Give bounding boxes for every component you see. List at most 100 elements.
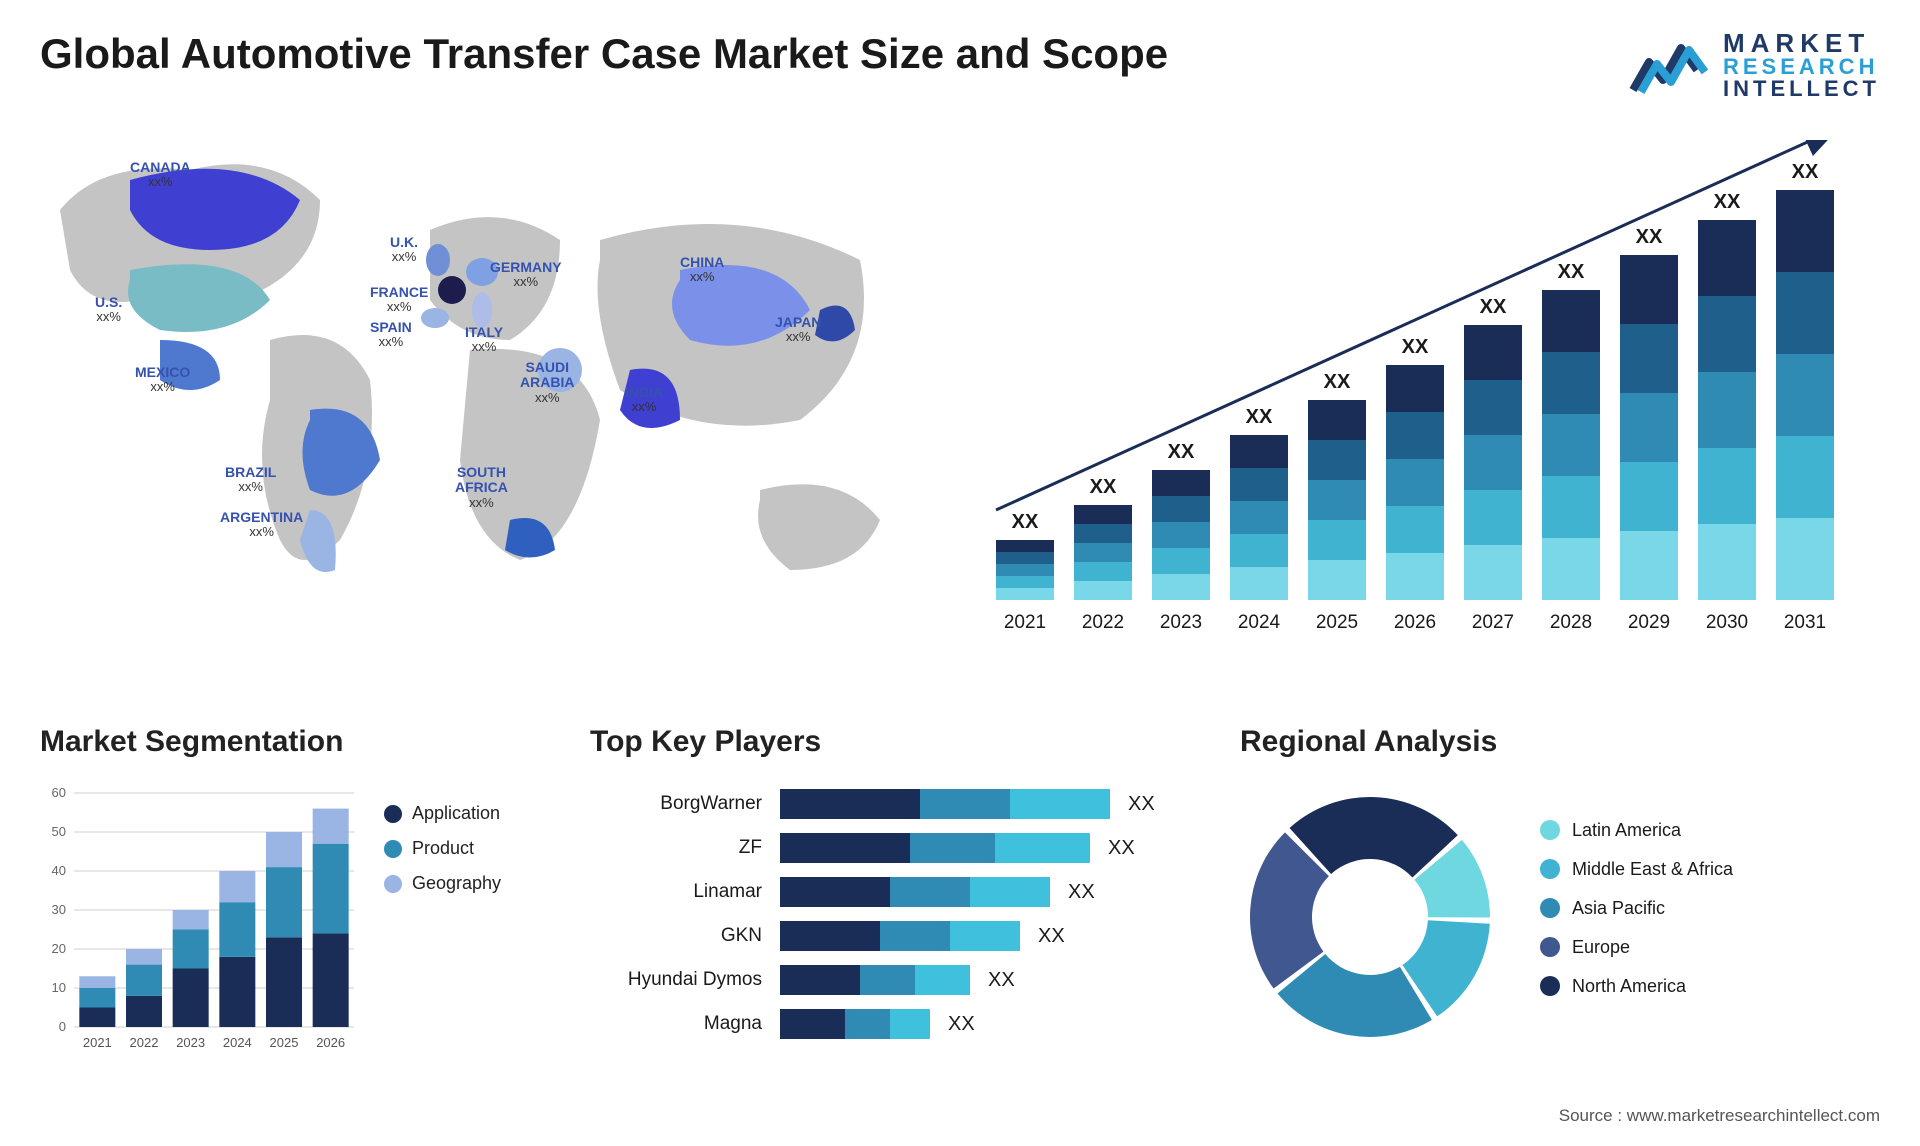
- kp-bar-seg: [780, 789, 920, 819]
- bigbar-year: 2030: [1706, 612, 1748, 633]
- kp-bar-seg: [995, 833, 1090, 863]
- kp-bar-seg: [780, 833, 910, 863]
- seg-year: 2023: [176, 1035, 205, 1050]
- kp-bar-seg: [970, 877, 1050, 907]
- bigbar-value: XX: [1324, 371, 1351, 393]
- bigbar-seg: [1620, 462, 1678, 531]
- bigbar-seg: [1776, 354, 1834, 436]
- segmentation-chart: 0102030405060202120222023202420252026: [40, 787, 360, 1057]
- kp-bar-seg: [890, 1009, 930, 1039]
- kp-label: GKN: [590, 925, 780, 947]
- seg-ytick: 10: [52, 980, 66, 995]
- bigbar-seg: [996, 552, 1054, 564]
- bigbar-year: 2029: [1628, 612, 1670, 633]
- seg-year: 2026: [316, 1035, 345, 1050]
- seg-ytick: 0: [59, 1019, 66, 1034]
- segmentation-legend: ApplicationProductGeography: [384, 803, 501, 908]
- logo-line2: RESEARCH: [1723, 56, 1880, 78]
- kp-bar-seg: [890, 877, 970, 907]
- bigbar-seg: [1542, 476, 1600, 538]
- seg-bar-seg: [173, 910, 209, 930]
- bigbar-value: XX: [1480, 296, 1507, 318]
- kp-bar: [780, 833, 1090, 863]
- bigbar-year: 2022: [1082, 612, 1124, 633]
- reg-legend-label: Asia Pacific: [1572, 898, 1665, 919]
- bigbar-seg: [1464, 435, 1522, 490]
- bigbar-seg: [1152, 574, 1210, 600]
- bigbar-seg: [996, 588, 1054, 600]
- kp-bar-seg: [915, 965, 970, 995]
- au-land: [758, 484, 880, 570]
- bigbar-seg: [1230, 435, 1288, 468]
- seg-ytick: 40: [52, 863, 66, 878]
- reg-legend-item: Europe: [1540, 937, 1733, 958]
- seg-ytick: 30: [52, 902, 66, 917]
- bigbar-year: 2024: [1238, 612, 1281, 633]
- bigbar-seg: [1230, 534, 1288, 567]
- reg-legend-item: Asia Pacific: [1540, 898, 1733, 919]
- seg-ytick: 50: [52, 824, 66, 839]
- kp-label: Hyundai Dymos: [590, 969, 780, 991]
- bigbar-value: XX: [1636, 226, 1663, 248]
- bigbar-seg: [1698, 220, 1756, 296]
- bigbar-year: 2025: [1316, 612, 1358, 633]
- bigbar-year: 2023: [1160, 612, 1202, 633]
- legend-dot-icon: [1540, 937, 1560, 957]
- legend-dot-icon: [384, 805, 402, 823]
- bigbar-value: XX: [1012, 511, 1039, 533]
- map-label-argentina: ARGENTINAxx%: [220, 510, 303, 540]
- bigbar-seg: [1230, 501, 1288, 534]
- seg-legend-item: Application: [384, 803, 501, 824]
- source-text: Source : www.marketresearchintellect.com: [1559, 1106, 1880, 1126]
- bigbar-seg: [1308, 440, 1366, 480]
- kp-value: XX: [1128, 793, 1155, 816]
- bigbar-seg: [1308, 400, 1366, 440]
- kp-row: LinamarXX: [590, 875, 1180, 909]
- kp-bar: [780, 921, 1020, 951]
- reg-legend-label: Latin America: [1572, 820, 1681, 841]
- bigbar-seg: [1386, 506, 1444, 553]
- regional-donut: [1240, 787, 1500, 1047]
- kp-bar-seg: [950, 921, 1020, 951]
- bigbar-seg: [1308, 560, 1366, 600]
- bigbar-seg: [1620, 393, 1678, 462]
- legend-dot-icon: [1540, 898, 1560, 918]
- seg-bar-seg: [313, 809, 349, 844]
- seg-bar-seg: [219, 871, 255, 902]
- seg-bar-seg: [126, 996, 162, 1027]
- bigbar-value: XX: [1792, 161, 1819, 183]
- seg-ytick: 60: [52, 787, 66, 800]
- logo: MARKET RESEARCH INTELLECT: [1629, 30, 1880, 100]
- kp-row: ZFXX: [590, 831, 1180, 865]
- map-label-china: CHINAxx%: [680, 255, 724, 285]
- bigbar-value: XX: [1402, 336, 1429, 358]
- bigbar-seg: [1620, 324, 1678, 393]
- seg-bar-seg: [173, 969, 209, 1028]
- bigbar-year: 2027: [1472, 612, 1514, 633]
- bigbar-seg: [1698, 524, 1756, 600]
- seg-bar-seg: [313, 844, 349, 934]
- reg-legend-item: Latin America: [1540, 820, 1733, 841]
- kp-bar-seg: [910, 833, 995, 863]
- logo-line1: MARKET: [1723, 30, 1880, 56]
- bigbar-seg: [996, 576, 1054, 588]
- bigbar-seg: [996, 564, 1054, 576]
- map-label-saudi: SAUDIARABIAxx%: [520, 360, 574, 405]
- segmentation-panel: Market Segmentation 01020304050602021202…: [40, 725, 530, 1057]
- kp-row: MagnaXX: [590, 1007, 1180, 1041]
- bigbar-seg: [1308, 520, 1366, 560]
- map-label-india: INDIAxx%: [625, 385, 663, 415]
- bigbar-year: 2021: [1004, 612, 1046, 633]
- kp-bar-seg: [845, 1009, 890, 1039]
- bigbar-seg: [1074, 581, 1132, 600]
- big-bar-svg: XX2021XX2022XX2023XX2024XX2025XX2026XX20…: [970, 140, 1880, 650]
- kp-row: Hyundai DymosXX: [590, 963, 1180, 997]
- bigbar-seg: [1386, 412, 1444, 459]
- bigbar-value: XX: [1246, 406, 1273, 428]
- reg-legend-label: Middle East & Africa: [1572, 859, 1733, 880]
- bigbar-seg: [1386, 365, 1444, 412]
- italy-shape: [472, 292, 492, 328]
- keyplayers-chart: BorgWarnerXXZFXXLinamarXXGKNXXHyundai Dy…: [590, 787, 1180, 1041]
- seg-year: 2024: [223, 1035, 252, 1050]
- map-label-southafrica: SOUTHAFRICAxx%: [455, 465, 508, 510]
